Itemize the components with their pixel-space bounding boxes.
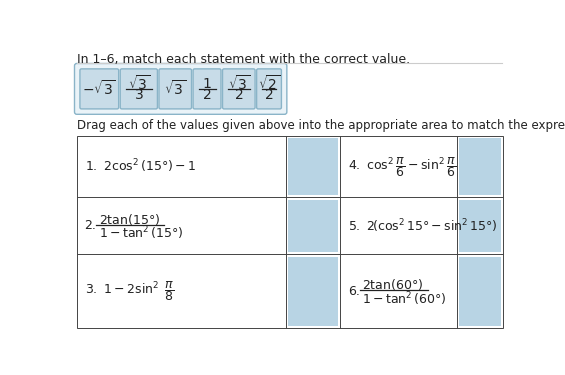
Text: $\mathregular{5.}\ 2\!\left(\cos^{2}15°-\sin^{2}15°\right)$: $\mathregular{5.}\ 2\!\left(\cos^{2}15°-…: [348, 217, 498, 235]
Text: $\mathregular{1.}\ 2\cos^{2}(15°)-1$: $\mathregular{1.}\ 2\cos^{2}(15°)-1$: [85, 158, 196, 176]
Text: 2.: 2.: [85, 219, 97, 232]
FancyBboxPatch shape: [75, 63, 287, 114]
Text: $\sqrt{3}$: $\sqrt{3}$: [164, 80, 186, 98]
Bar: [459, 200, 501, 252]
FancyBboxPatch shape: [223, 69, 255, 109]
Text: $\sqrt{2}$: $\sqrt{2}$: [258, 74, 280, 93]
Text: $1$: $1$: [202, 76, 212, 90]
Text: $\sqrt{3}$: $\sqrt{3}$: [128, 74, 150, 93]
Bar: [288, 138, 338, 195]
Text: $2\tan(60°)$: $2\tan(60°)$: [362, 277, 423, 292]
Bar: [77, 136, 503, 328]
Text: $\sqrt{3}$: $\sqrt{3}$: [228, 74, 250, 93]
Text: $2$: $2$: [202, 88, 212, 102]
Bar: [459, 257, 501, 326]
Text: In 1–6, match each statement with the correct value.: In 1–6, match each statement with the co…: [77, 53, 410, 66]
FancyBboxPatch shape: [80, 69, 119, 109]
Text: $1-\tan^{2}(15°)$: $1-\tan^{2}(15°)$: [98, 225, 183, 243]
Text: $-\sqrt{3}$: $-\sqrt{3}$: [82, 80, 116, 98]
FancyBboxPatch shape: [120, 69, 158, 109]
FancyBboxPatch shape: [193, 69, 221, 109]
FancyBboxPatch shape: [159, 69, 192, 109]
Text: $\mathregular{3.}\ 1-2\sin^{2}\ \dfrac{\pi}{8}$: $\mathregular{3.}\ 1-2\sin^{2}\ \dfrac{\…: [85, 279, 174, 303]
Text: $1-\tan^{2}(60°)$: $1-\tan^{2}(60°)$: [362, 290, 447, 308]
Bar: [288, 257, 338, 326]
Bar: [288, 200, 338, 252]
Text: $3$: $3$: [134, 88, 144, 102]
Text: $2$: $2$: [264, 88, 273, 102]
Bar: [459, 138, 501, 195]
Text: Drag each of the values given above into the appropriate area to match the expre: Drag each of the values given above into…: [77, 119, 565, 132]
Text: $\mathregular{4.}\ \cos^{2}\dfrac{\pi}{6}-\sin^{2}\dfrac{\pi}{6}$: $\mathregular{4.}\ \cos^{2}\dfrac{\pi}{6…: [348, 155, 457, 178]
Text: 6.: 6.: [348, 285, 360, 298]
Text: $2$: $2$: [234, 88, 244, 102]
FancyBboxPatch shape: [257, 69, 281, 109]
Text: $2\tan(15°)$: $2\tan(15°)$: [98, 211, 160, 226]
